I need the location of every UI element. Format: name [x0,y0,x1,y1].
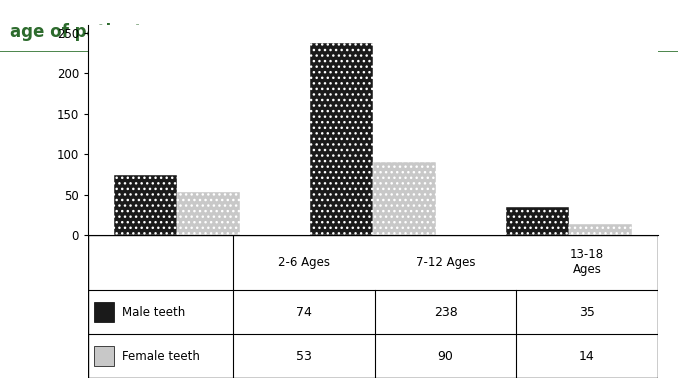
Text: 2-6 Ages: 2-6 Ages [278,256,330,269]
Text: 53: 53 [296,350,312,362]
Bar [177,192,239,235]
Bar [373,162,436,235]
Text: 13-18
Ages: 13-18 Ages [570,248,604,277]
Text: 238: 238 [434,305,458,319]
Text: 7-12 Ages: 7-12 Ages [416,256,475,269]
Bar [94,302,114,322]
Bar [506,207,569,235]
Text: 35: 35 [579,305,595,319]
Text: 90: 90 [437,350,454,362]
Bar [569,224,632,235]
Text: 14: 14 [579,350,595,362]
Bar [310,43,373,235]
Text: Female teeth: Female teeth [122,350,200,362]
Bar [114,175,177,235]
Bar [94,346,114,366]
Text: 74: 74 [296,305,312,319]
Text: age of patients: age of patients [10,24,153,42]
Text: Male teeth: Male teeth [122,305,186,319]
